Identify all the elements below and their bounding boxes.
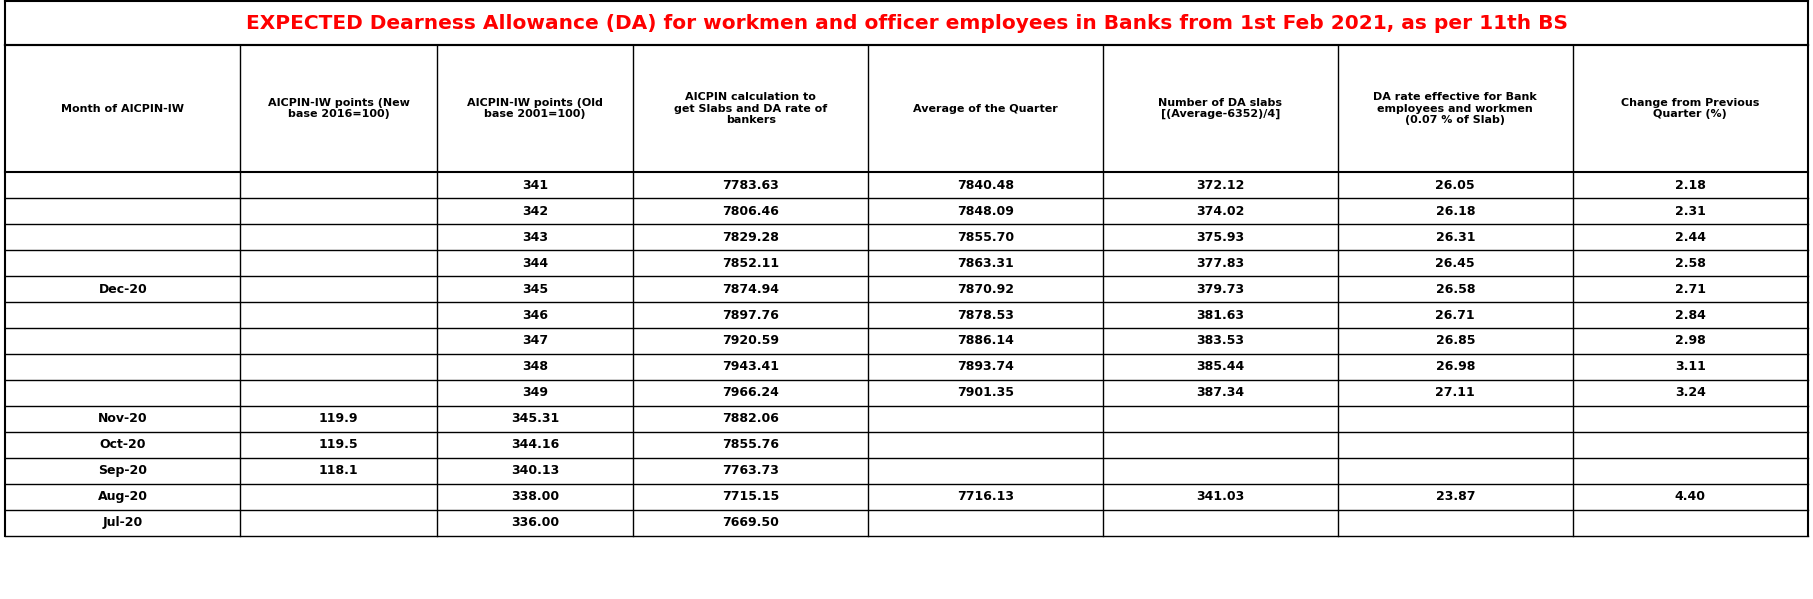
Text: 7893.74: 7893.74 (957, 361, 1013, 373)
Text: 7943.41: 7943.41 (722, 361, 780, 373)
Text: 7897.76: 7897.76 (722, 308, 780, 322)
Text: 119.5: 119.5 (319, 438, 359, 452)
Text: 348: 348 (522, 361, 548, 373)
Text: 7763.73: 7763.73 (722, 464, 780, 477)
Text: 7848.09: 7848.09 (957, 205, 1013, 217)
Text: AICPIN-IW points (New
base 2016=100): AICPIN-IW points (New base 2016=100) (268, 98, 410, 119)
Text: EXPECTED Dearness Allowance (DA) for workmen and officer employees in Banks from: EXPECTED Dearness Allowance (DA) for wor… (245, 14, 1568, 32)
Text: 4.40: 4.40 (1675, 491, 1706, 503)
Text: 7966.24: 7966.24 (722, 386, 780, 400)
Text: 349: 349 (522, 386, 548, 400)
Text: 26.45: 26.45 (1436, 256, 1476, 270)
Text: 7874.94: 7874.94 (722, 283, 780, 295)
Text: 7840.48: 7840.48 (957, 179, 1013, 192)
Text: 345: 345 (522, 283, 548, 295)
Text: 118.1: 118.1 (319, 464, 359, 477)
Text: 26.31: 26.31 (1436, 231, 1476, 244)
Text: Average of the Quarter: Average of the Quarter (914, 104, 1059, 113)
Text: 26.18: 26.18 (1436, 205, 1476, 217)
Text: 7855.76: 7855.76 (722, 438, 780, 452)
Text: 3.24: 3.24 (1675, 386, 1706, 400)
Text: 26.71: 26.71 (1436, 308, 1476, 322)
Text: Month of AICPIN-IW: Month of AICPIN-IW (62, 104, 185, 113)
Text: 381.63: 381.63 (1197, 308, 1244, 322)
Text: 347: 347 (522, 334, 548, 347)
Text: 23.87: 23.87 (1436, 491, 1476, 503)
Text: 7715.15: 7715.15 (722, 491, 780, 503)
Text: 338.00: 338.00 (511, 491, 558, 503)
Text: 2.58: 2.58 (1675, 256, 1706, 270)
Text: 7829.28: 7829.28 (722, 231, 780, 244)
Text: 2.18: 2.18 (1675, 179, 1706, 192)
Text: Number of DA slabs
[(Average-6352)/4]: Number of DA slabs [(Average-6352)/4] (1159, 98, 1282, 119)
Text: 2.44: 2.44 (1675, 231, 1706, 244)
Text: Jul-20: Jul-20 (103, 516, 143, 530)
Text: 385.44: 385.44 (1197, 361, 1244, 373)
Text: 7901.35: 7901.35 (957, 386, 1013, 400)
Text: 345.31: 345.31 (511, 413, 558, 425)
Text: 26.85: 26.85 (1436, 334, 1476, 347)
Text: 7920.59: 7920.59 (722, 334, 780, 347)
Text: 7870.92: 7870.92 (957, 283, 1013, 295)
Text: 27.11: 27.11 (1436, 386, 1476, 400)
Text: 342: 342 (522, 205, 548, 217)
Text: 344: 344 (522, 256, 548, 270)
Text: 374.02: 374.02 (1197, 205, 1244, 217)
Text: 2.98: 2.98 (1675, 334, 1706, 347)
Text: Dec-20: Dec-20 (98, 283, 147, 295)
Text: 375.93: 375.93 (1197, 231, 1244, 244)
Text: 341.03: 341.03 (1197, 491, 1244, 503)
Text: Aug-20: Aug-20 (98, 491, 149, 503)
Text: AICPIN calculation to
get Slabs and DA rate of
bankers: AICPIN calculation to get Slabs and DA r… (674, 92, 827, 125)
Text: Change from Previous
Quarter (%): Change from Previous Quarter (%) (1621, 98, 1759, 119)
Text: 7852.11: 7852.11 (722, 256, 780, 270)
Text: 343: 343 (522, 231, 548, 244)
Text: 7855.70: 7855.70 (957, 231, 1013, 244)
Text: DA rate effective for Bank
employees and workmen
(0.07 % of Slab): DA rate effective for Bank employees and… (1374, 92, 1537, 125)
Text: 7886.14: 7886.14 (957, 334, 1013, 347)
Text: 7882.06: 7882.06 (722, 413, 780, 425)
Text: 7806.46: 7806.46 (722, 205, 780, 217)
Text: 344.16: 344.16 (511, 438, 558, 452)
Text: 341: 341 (522, 179, 548, 192)
Text: 7669.50: 7669.50 (722, 516, 780, 530)
Text: 26.05: 26.05 (1436, 179, 1476, 192)
Text: 340.13: 340.13 (511, 464, 558, 477)
Text: 3.11: 3.11 (1675, 361, 1706, 373)
Text: 377.83: 377.83 (1197, 256, 1244, 270)
Text: 119.9: 119.9 (319, 413, 359, 425)
Text: 26.98: 26.98 (1436, 361, 1476, 373)
Text: 336.00: 336.00 (511, 516, 558, 530)
Text: 2.31: 2.31 (1675, 205, 1706, 217)
Text: Sep-20: Sep-20 (98, 464, 147, 477)
Text: 387.34: 387.34 (1197, 386, 1244, 400)
Text: 379.73: 379.73 (1197, 283, 1244, 295)
Text: 7716.13: 7716.13 (957, 491, 1013, 503)
Text: 2.84: 2.84 (1675, 308, 1706, 322)
Text: 26.58: 26.58 (1436, 283, 1476, 295)
Text: 383.53: 383.53 (1197, 334, 1244, 347)
Text: AICPIN-IW points (Old
base 2001=100): AICPIN-IW points (Old base 2001=100) (468, 98, 604, 119)
Text: 7863.31: 7863.31 (957, 256, 1013, 270)
Text: Nov-20: Nov-20 (98, 413, 147, 425)
Text: Oct-20: Oct-20 (100, 438, 147, 452)
Text: 346: 346 (522, 308, 548, 322)
Text: 7878.53: 7878.53 (957, 308, 1013, 322)
Text: 7783.63: 7783.63 (722, 179, 780, 192)
Text: 372.12: 372.12 (1197, 179, 1244, 192)
Text: 2.71: 2.71 (1675, 283, 1706, 295)
